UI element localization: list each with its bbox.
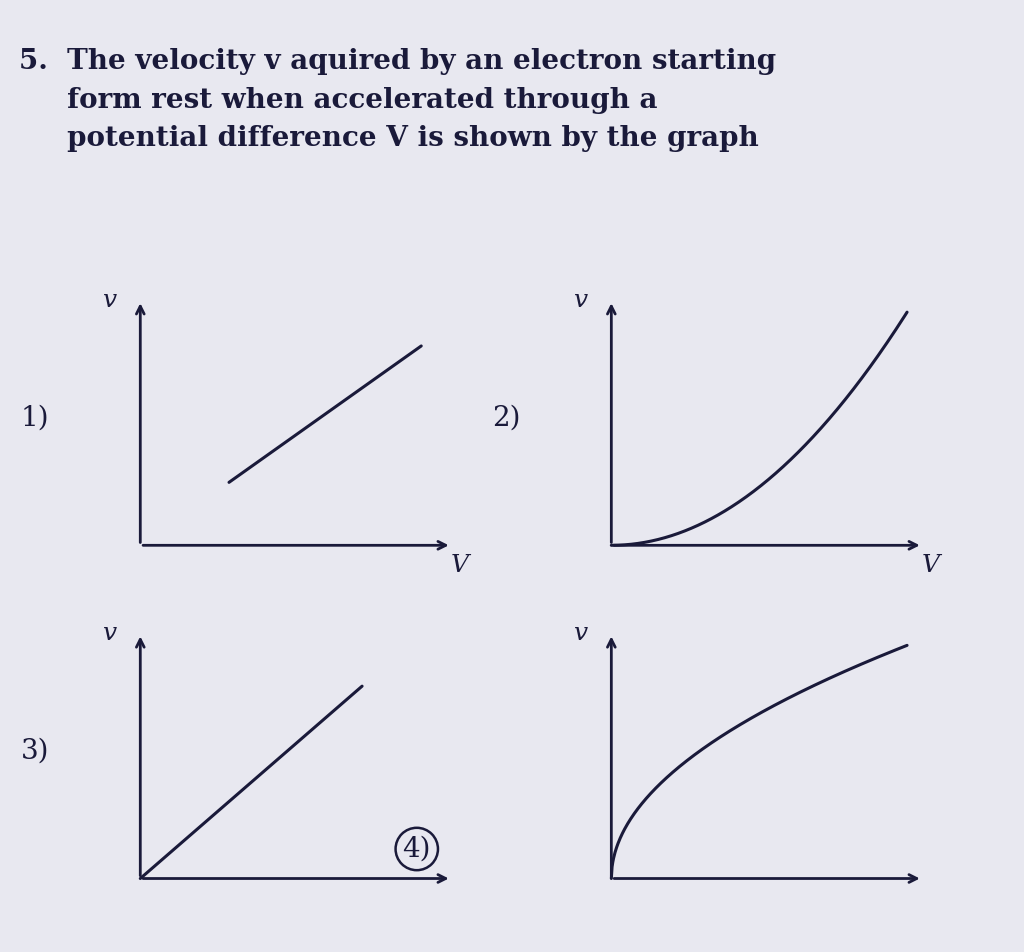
Text: V: V <box>922 554 939 578</box>
Text: 3): 3) <box>20 738 49 765</box>
Text: v: v <box>573 622 587 645</box>
Text: v: v <box>573 288 587 312</box>
Text: 4): 4) <box>402 836 431 863</box>
Text: v: v <box>102 622 116 645</box>
Text: 5.  The velocity v aquired by an electron starting
     form rest when accelerat: 5. The velocity v aquired by an electron… <box>19 48 776 152</box>
Text: 1): 1) <box>20 405 49 432</box>
Text: V: V <box>451 554 468 578</box>
Text: v: v <box>102 288 116 312</box>
Text: 2): 2) <box>492 405 520 432</box>
